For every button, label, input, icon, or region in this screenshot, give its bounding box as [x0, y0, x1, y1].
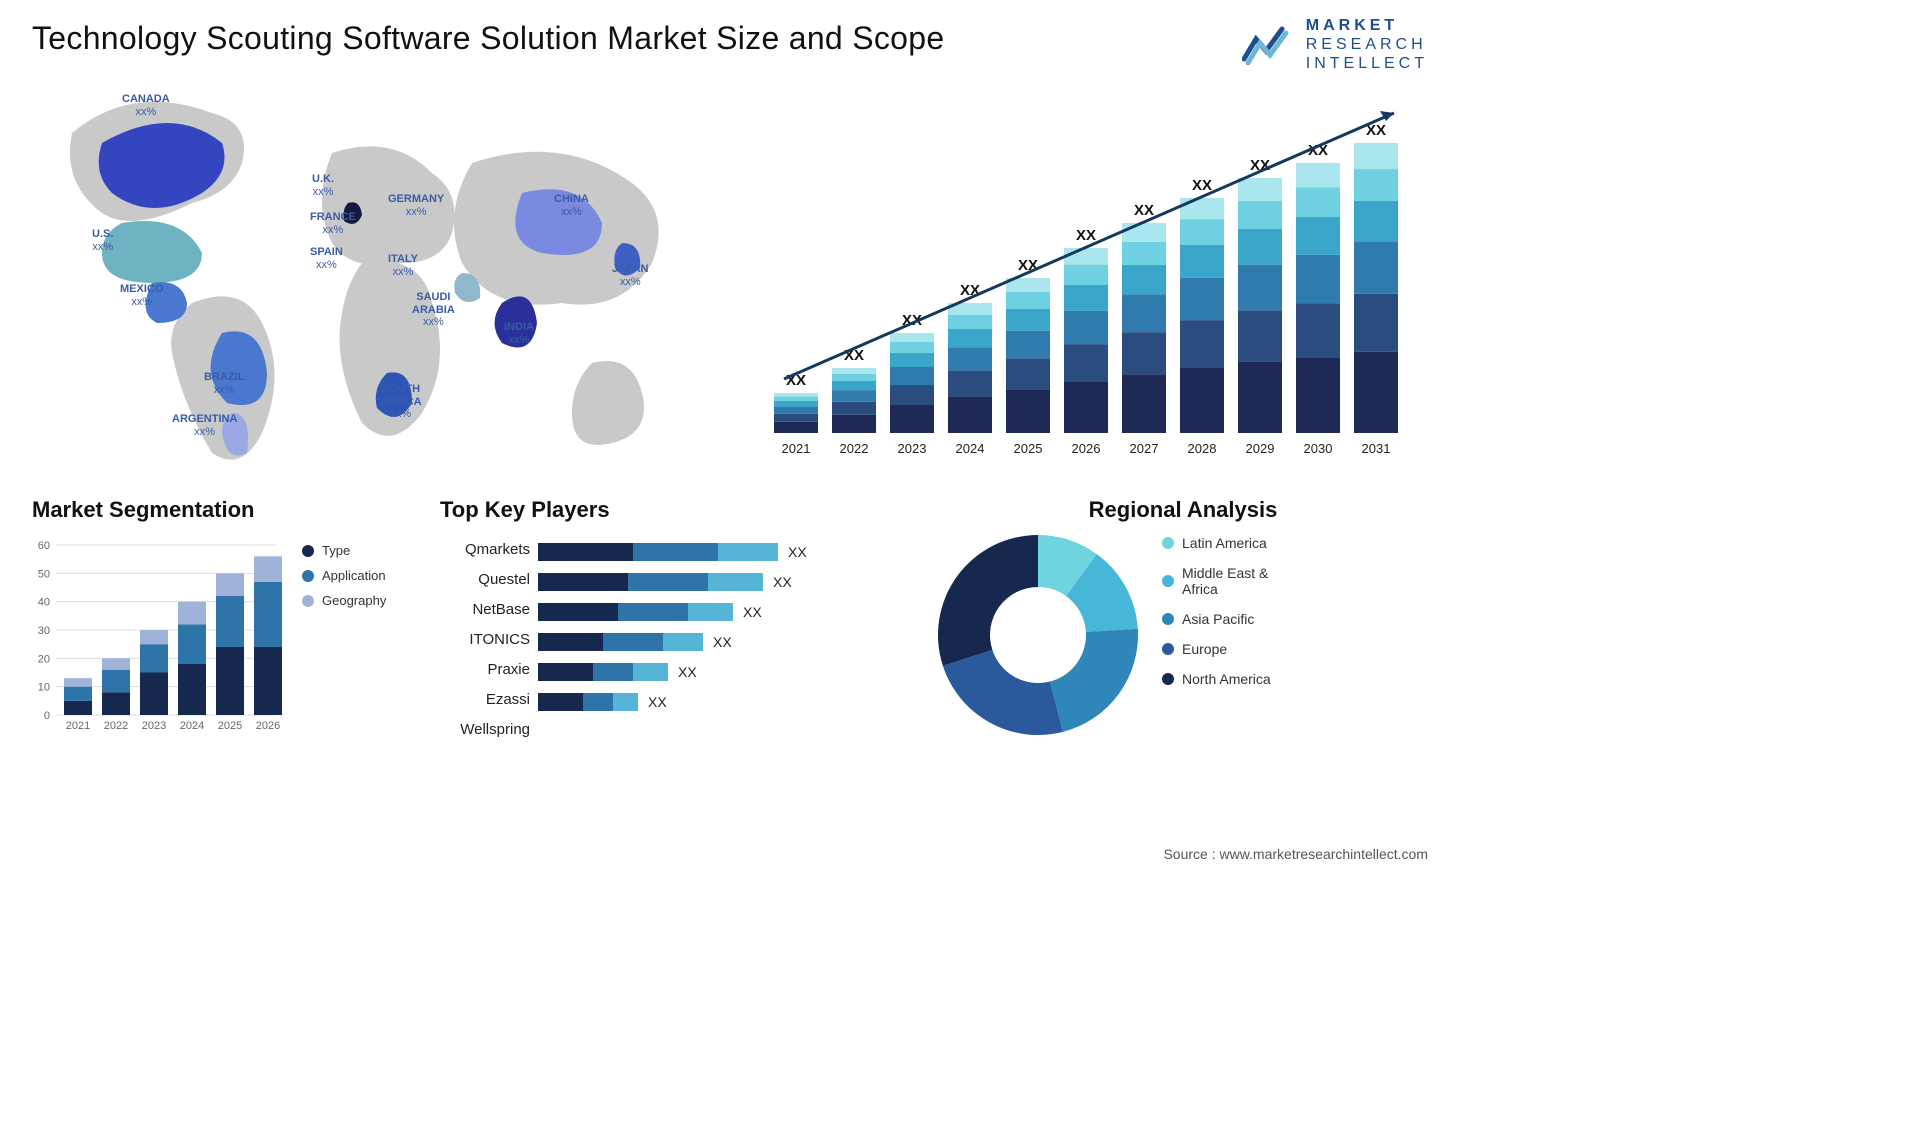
logo-line3: INTELLECT	[1306, 54, 1428, 73]
legend-item: Asia Pacific	[1162, 611, 1271, 627]
player-bar-row: XX	[538, 627, 910, 657]
map-label: U.S.xx%	[92, 228, 113, 253]
svg-text:2031: 2031	[1362, 441, 1391, 456]
regional-heading: Regional Analysis	[938, 497, 1428, 523]
svg-text:60: 60	[38, 540, 50, 552]
svg-text:2023: 2023	[898, 441, 927, 456]
segmentation-legend: Type Application Geography	[302, 543, 386, 618]
players-bar-chart: XXXXXXXXXXXX	[538, 537, 910, 717]
regional-panel: Regional Analysis Latin America Middle Ea…	[938, 497, 1428, 765]
logo-mark-icon	[1242, 25, 1296, 65]
svg-text:2027: 2027	[1130, 441, 1159, 456]
map-label: SPAINxx%	[310, 246, 343, 271]
svg-text:2023: 2023	[142, 720, 166, 732]
logo-line2: RESEARCH	[1306, 35, 1428, 54]
svg-text:50: 50	[38, 568, 50, 580]
map-label: CANADAxx%	[122, 93, 170, 118]
player-name: Praxie	[440, 655, 530, 685]
map-label: ARGENTINAxx%	[172, 413, 237, 438]
svg-text:2030: 2030	[1304, 441, 1333, 456]
map-label: JAPANxx%	[612, 263, 648, 288]
svg-text:2025: 2025	[1014, 441, 1043, 456]
svg-text:2026: 2026	[1072, 441, 1101, 456]
player-bar-row: XX	[538, 657, 910, 687]
player-bar-row: XX	[538, 537, 910, 567]
map-label: SAUDIARABIAxx%	[412, 291, 455, 329]
player-name: NetBase	[440, 595, 530, 625]
svg-text:2022: 2022	[104, 720, 128, 732]
legend-item: Europe	[1162, 641, 1271, 657]
legend-item: Latin America	[1162, 535, 1271, 551]
svg-text:2025: 2025	[218, 720, 242, 732]
svg-text:10: 10	[38, 682, 50, 694]
map-label: ITALYxx%	[388, 253, 418, 278]
brand-logo: MARKET RESEARCH INTELLECT	[1242, 16, 1428, 74]
segmentation-chart: 0 10 20 30 40 50 60 2021 2022 2023 2024 2025 2026	[32, 535, 282, 745]
svg-text:30: 30	[38, 625, 50, 637]
legend-item: Type	[302, 543, 386, 558]
svg-text:XX: XX	[1134, 202, 1154, 219]
svg-text:2022: 2022	[840, 441, 869, 456]
player-name: ITONICS	[440, 625, 530, 655]
svg-text:2029: 2029	[1246, 441, 1275, 456]
player-bar-row: XX	[538, 687, 910, 717]
growth-bar-chart: XX2021XX2022XX2023XX2024XX2025XX2026XX20…	[752, 73, 1428, 473]
svg-text:0: 0	[44, 710, 50, 722]
player-name: Qmarkets	[440, 535, 530, 565]
legend-item: Geography	[302, 593, 386, 608]
players-heading: Top Key Players	[440, 497, 910, 523]
player-bar-row: XX	[538, 567, 910, 597]
player-bar-row: XX	[538, 597, 910, 627]
player-name: Ezassi	[440, 685, 530, 715]
source-attribution: Source : www.marketresearchintellect.com	[1163, 846, 1428, 862]
world-map: CANADAxx% U.S.xx% MEXICOxx% BRAZILxx% ARGENT…	[32, 73, 732, 473]
map-label: MEXICOxx%	[120, 283, 163, 308]
player-name: Questel	[440, 565, 530, 595]
svg-text:XX: XX	[1076, 227, 1096, 244]
map-label: GERMANYxx%	[388, 193, 444, 218]
map-label: BRAZILxx%	[204, 371, 244, 396]
svg-text:40: 40	[38, 597, 50, 609]
segmentation-heading: Market Segmentation	[32, 497, 412, 523]
map-label: U.K.xx%	[312, 173, 334, 198]
map-label: FRANCExx%	[310, 211, 356, 236]
segmentation-panel: Market Segmentation 0 10 20 30 40 50 60 2021 202…	[32, 497, 412, 765]
svg-text:2026: 2026	[256, 720, 280, 732]
legend-item: Application	[302, 568, 386, 583]
legend-item: North America	[1162, 671, 1271, 687]
svg-text:20: 20	[38, 653, 50, 665]
svg-text:2024: 2024	[180, 720, 204, 732]
player-name: Wellspring	[440, 715, 530, 745]
page-title: Technology Scouting Software Solution Ma…	[32, 20, 1428, 57]
svg-text:2028: 2028	[1188, 441, 1217, 456]
regional-legend: Latin America Middle East &Africa Asia Pac…	[1162, 535, 1271, 701]
logo-line1: MARKET	[1306, 16, 1428, 35]
svg-text:XX: XX	[1192, 177, 1212, 194]
map-label: CHINAxx%	[554, 193, 589, 218]
map-label: SOUTHAFRICAxx%	[380, 383, 422, 421]
players-name-list: QmarketsQuestelNetBaseITONICSPraxieEzass…	[440, 535, 530, 745]
players-panel: Top Key Players QmarketsQuestelNetBaseIT…	[440, 497, 910, 765]
svg-text:2021: 2021	[782, 441, 811, 456]
legend-item: Middle East &Africa	[1162, 565, 1271, 597]
regional-donut-chart	[938, 535, 1138, 735]
map-label: INDIAxx%	[504, 321, 534, 346]
svg-text:2021: 2021	[66, 720, 90, 732]
svg-text:2024: 2024	[956, 441, 985, 456]
